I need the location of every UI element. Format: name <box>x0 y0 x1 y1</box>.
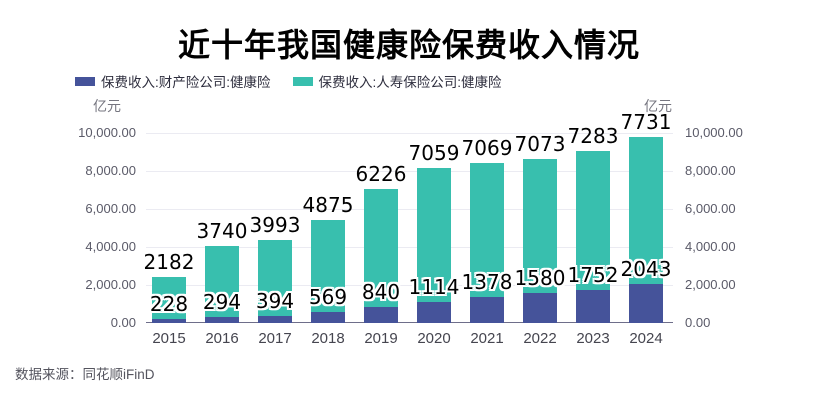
value-label-property-insurance: 294 <box>202 290 242 315</box>
gridline <box>146 209 673 210</box>
value-label-life-insurance: 7283 <box>567 124 619 149</box>
bar-segment-life-insurance <box>629 137 663 285</box>
bar-segment-property-insurance <box>470 296 504 323</box>
y-axis-tick-label-left: 10,000.00 <box>78 125 136 140</box>
bar-segment-property-insurance <box>523 292 557 323</box>
bar-segment-life-insurance <box>205 246 239 318</box>
x-axis-tick-label: 2016 <box>205 330 239 347</box>
y-axis-unit-left: 亿元 <box>93 98 121 114</box>
bar-segment-property-insurance <box>576 289 610 323</box>
x-axis-tick-label: 2023 <box>576 330 610 347</box>
bar-segment-property-insurance <box>364 307 398 323</box>
bar-column: 7283 1752 <box>568 125 618 323</box>
legend-item-life-insurance: 保费收入:人寿保险公司:健康险 <box>292 71 502 91</box>
value-label-life-insurance: 6226 <box>355 161 407 186</box>
y-axis-tick-label-left: 8,000.00 <box>85 163 136 178</box>
bar-column: 4875 569 <box>303 133 353 323</box>
bar-segment-property-insurance <box>258 315 292 323</box>
legend-swatch-life-icon <box>292 76 313 86</box>
value-label-life-insurance: 4875 <box>302 192 354 217</box>
bar-segment-property-insurance <box>205 317 239 323</box>
value-label-property-insurance: 569 <box>308 285 348 310</box>
gridline <box>146 247 673 248</box>
legend-item-property-insurance: 保费收入:财产险公司:健康险 <box>75 71 271 91</box>
bar-segment-life-insurance <box>311 219 345 313</box>
x-axis-tick-label: 2020 <box>417 330 451 347</box>
bar-segment-life-insurance <box>364 188 398 308</box>
chart-title: 近十年我国健康险保费收入情况 <box>177 27 640 63</box>
value-label-property-insurance: 1114 <box>408 274 460 299</box>
bar-segment-property-insurance <box>417 301 451 323</box>
x-axis-line <box>146 322 673 323</box>
value-label-life-insurance: 7731 <box>620 110 672 135</box>
x-axis-tick-label: 2019 <box>364 330 398 347</box>
gridline <box>146 133 673 134</box>
plot-area: 2182 228 2015 3740 294 2016 3993 394 2017 4875 569… <box>144 111 673 347</box>
value-label-property-insurance: 1378 <box>461 269 513 294</box>
value-label-property-insurance: 1580 <box>514 265 566 290</box>
legend-swatch-property-icon <box>75 76 95 86</box>
x-axis-tick-label: 2024 <box>629 330 663 347</box>
y-axis-tick-label-right: 4,000.00 <box>685 239 736 254</box>
gridline <box>146 285 673 286</box>
value-label-property-insurance: 228 <box>149 291 189 316</box>
value-label-property-insurance: 840 <box>361 280 401 305</box>
bar-segment-property-insurance <box>311 312 345 323</box>
gridline <box>146 171 673 172</box>
value-label-life-insurance: 3993 <box>249 212 301 237</box>
bar-segment-life-insurance <box>470 162 504 297</box>
y-axis-tick-label-right: 2,000.00 <box>685 277 736 292</box>
value-label-property-insurance: 394 <box>255 288 295 313</box>
y-axis-tick-label-right: 10,000.00 <box>685 125 743 140</box>
x-axis-tick-label: 2015 <box>152 330 186 347</box>
value-label-life-insurance: 7073 <box>514 131 566 156</box>
y-axis-tick-label-left: 2,000.00 <box>85 277 136 292</box>
bar-column: 6226 840 <box>356 133 406 323</box>
bar-segment-life-insurance <box>152 277 186 319</box>
y-axis-tick-label-left: 4,000.00 <box>85 239 136 254</box>
y-axis-tick-label-right: 8,000.00 <box>685 163 736 178</box>
bar-column: 3993 394 <box>250 133 300 323</box>
bar-column: 7073 1580 <box>515 133 565 323</box>
bar-segment-property-insurance <box>152 318 186 323</box>
value-label-life-insurance: 2182 <box>143 250 195 275</box>
bar-column: 2182 228 <box>144 133 194 323</box>
legend: 保费收入:财产险公司:健康险 保费收入:人寿保险公司:健康险 <box>75 71 502 91</box>
value-label-property-insurance: 2043 <box>620 257 672 282</box>
x-axis-tick-label: 2021 <box>470 330 504 347</box>
legend-label: 保费收入:财产险公司:健康险 <box>101 75 271 90</box>
bar-segment-property-insurance <box>629 284 663 323</box>
bar-column: 7731 2043 <box>621 111 671 323</box>
bar-segment-life-insurance <box>417 167 451 302</box>
y-axis-tick-label-right: 0.00 <box>685 315 711 330</box>
bar-column: 7059 1114 <box>409 133 459 323</box>
x-axis-tick-label: 2017 <box>258 330 292 347</box>
y-axis-unit-right: 亿元 <box>644 98 672 114</box>
value-label-life-insurance: 7059 <box>408 140 460 165</box>
value-label-life-insurance: 7069 <box>461 135 513 160</box>
bar-column: 7069 1378 <box>462 133 512 323</box>
legend-label: 保费收入:人寿保险公司:健康险 <box>318 75 502 90</box>
y-axis-tick-label-right: 6,000.00 <box>685 201 736 216</box>
bar-segment-life-insurance <box>576 151 610 290</box>
value-label-property-insurance: 1752 <box>567 262 619 287</box>
value-label-life-insurance: 3740 <box>196 219 248 244</box>
y-axis-tick-label-left: 6,000.00 <box>85 201 136 216</box>
data-source-note: 数据来源：同花顺iFinD <box>15 367 155 382</box>
bar-segment-life-insurance <box>523 158 557 293</box>
bar-segment-life-insurance <box>258 239 292 316</box>
x-axis-tick-label: 2018 <box>311 330 345 347</box>
y-axis-tick-label-left: 0.00 <box>110 315 136 330</box>
bar-column: 3740 294 <box>197 133 247 323</box>
x-axis-tick-label: 2022 <box>523 330 557 347</box>
